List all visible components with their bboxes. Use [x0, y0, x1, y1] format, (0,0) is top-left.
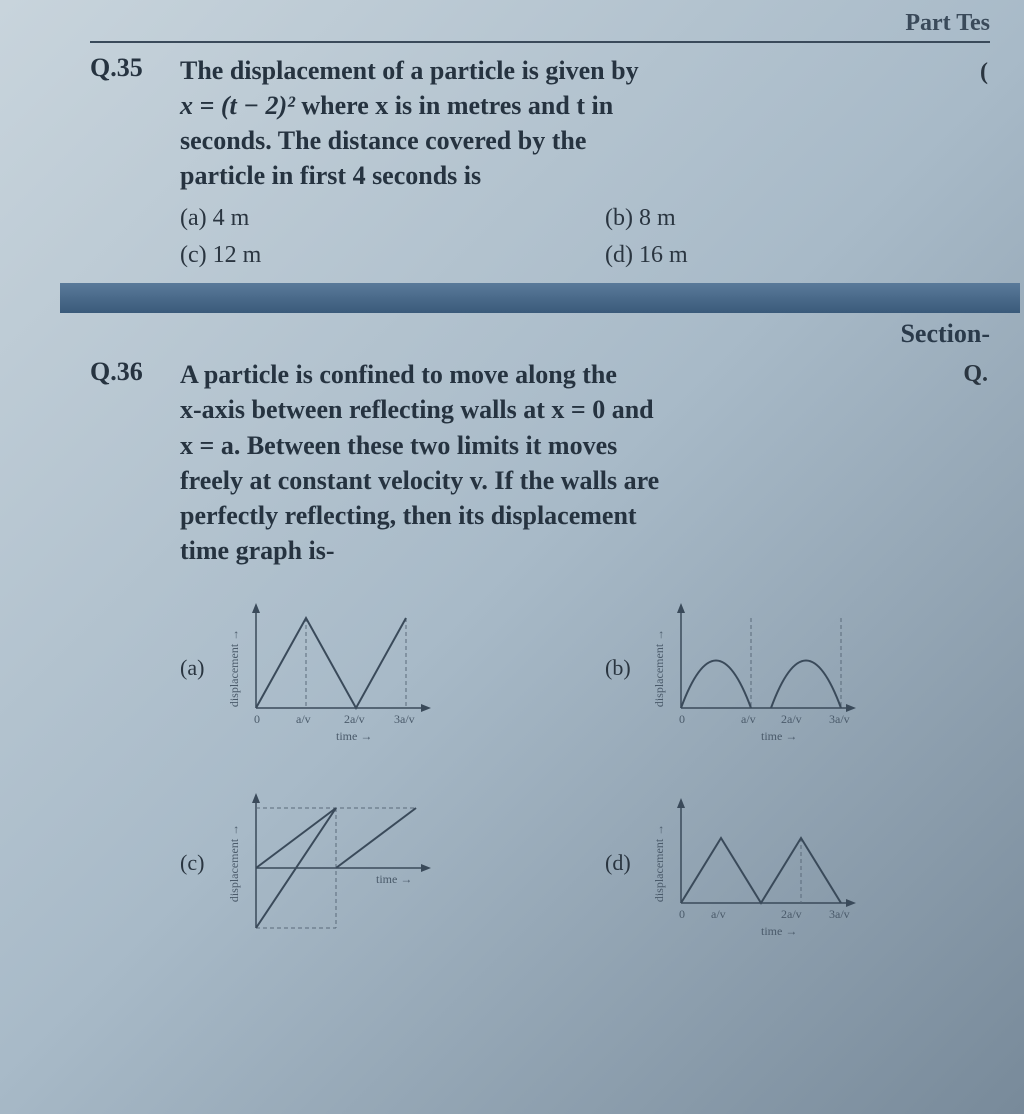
graph-a-tick0: 0: [254, 712, 260, 726]
q35-line1: The displacement of a particle is given …: [180, 56, 639, 85]
q35-formula: x = (t − 2)²: [180, 91, 295, 120]
graph-d: displacement → 0 a/v 2a/v 3a/v time →: [651, 783, 871, 943]
header-rule: [90, 41, 990, 43]
graph-b: displacement → 0 a/v 2a/v 3a/v time →: [651, 588, 871, 748]
section-label: Section-: [90, 319, 990, 349]
q36-line5: perfectly reflecting, then its displacem…: [180, 501, 637, 530]
graph-c: displacement → time →: [226, 778, 446, 948]
graph-b-xlabel: time →: [761, 729, 797, 743]
graph-d-tick0: 0: [679, 907, 685, 921]
q35-number: Q.35: [90, 53, 180, 83]
graph-a-tick1: a/v: [296, 712, 311, 726]
q36-line4: freely at constant velocity v. If the wa…: [180, 466, 659, 495]
q36-right-mark: Q.: [963, 361, 988, 388]
graph-a: displacement → 0 a/v 2a/v 3a/v time →: [226, 588, 446, 748]
arrow-icon: [252, 603, 260, 613]
q36-option-d-label: (d): [605, 850, 641, 876]
graph-a-xlabel: time →: [336, 729, 372, 743]
q36-line6: time graph is-: [180, 536, 335, 565]
q36-line1: A particle is confined to move along the: [180, 360, 617, 389]
q36-option-c[interactable]: (c) displacement → time →: [180, 778, 565, 948]
q36-option-d[interactable]: (d) displacement → 0 a/v 2a/v 3a/v time …: [605, 778, 990, 948]
question-35: Q.35 The displacement of a particle is g…: [90, 53, 990, 193]
graph-b-arc2: [771, 660, 841, 708]
graph-d-tick2: 2a/v: [781, 907, 802, 921]
q35-line2b: where x is in metres and t in: [295, 91, 613, 120]
graph-b-tick2: 2a/v: [781, 712, 802, 726]
graph-b-arc1: [681, 660, 751, 708]
q35-line4: particle in first 4 seconds is: [180, 161, 481, 190]
arrow-icon: [846, 704, 856, 712]
q35-line3: seconds. The distance covered by the: [180, 126, 586, 155]
graph-a-trace: [256, 618, 406, 708]
q36-line2: x-axis between reflecting walls at x = 0…: [180, 395, 654, 424]
q35-right-paren: (: [980, 59, 988, 86]
graph-b-ylabel: displacement →: [652, 629, 666, 707]
arrow-icon: [421, 704, 431, 712]
q36-option-b-label: (b): [605, 655, 641, 681]
graph-b-tick0: 0: [679, 712, 685, 726]
q35-option-d[interactable]: (d) 16 m: [605, 242, 990, 269]
arrow-icon: [252, 793, 260, 803]
graph-d-xlabel: time →: [761, 924, 797, 938]
graph-c-ylabel: displacement →: [227, 824, 241, 902]
graph-d-ylabel: displacement →: [652, 824, 666, 902]
graph-b-tick1: a/v: [741, 712, 756, 726]
graph-b-tick3: 3a/v: [829, 712, 850, 726]
q35-options: (a) 4 m (b) 8 m (c) 12 m (d) 16 m: [180, 205, 990, 269]
arrow-icon: [421, 864, 431, 872]
graph-d-trace: [681, 838, 841, 903]
part-header: Part Tes: [90, 10, 990, 37]
q36-number: Q.36: [90, 357, 180, 387]
graph-c-xlabel: time →: [376, 872, 412, 886]
graph-a-tick3: 3a/v: [394, 712, 415, 726]
graph-c-trace2: [336, 808, 416, 868]
q35-text: The displacement of a particle is given …: [180, 53, 990, 193]
q35-option-a[interactable]: (a) 4 m: [180, 205, 565, 232]
q36-option-b[interactable]: (b) displacement → 0 a/v 2a/v 3a/v time …: [605, 588, 990, 748]
graph-d-tick1: a/v: [711, 907, 726, 921]
q36-options: (a) displacement → 0 a/v 2a/v 3a/v time …: [180, 588, 990, 948]
arrow-icon: [677, 603, 685, 613]
q36-option-a-label: (a): [180, 655, 216, 681]
arrow-icon: [677, 798, 685, 808]
q36-option-c-label: (c): [180, 850, 216, 876]
graph-a-tick2: 2a/v: [344, 712, 365, 726]
graph-d-tick3: 3a/v: [829, 907, 850, 921]
graph-c-trace1: [256, 808, 336, 868]
q35-option-c[interactable]: (c) 12 m: [180, 242, 565, 269]
section-divider-bar: [60, 283, 1020, 313]
q35-option-b[interactable]: (b) 8 m: [605, 205, 990, 232]
arrow-icon: [846, 899, 856, 907]
q36-text: A particle is confined to move along the…: [180, 357, 990, 568]
q36-option-a[interactable]: (a) displacement → 0 a/v 2a/v 3a/v time …: [180, 588, 565, 748]
q36-line3: x = a. Between these two limits it moves: [180, 431, 617, 460]
question-36: Q.36 A particle is confined to move alon…: [90, 357, 990, 568]
graph-a-ylabel: displacement →: [227, 629, 241, 707]
